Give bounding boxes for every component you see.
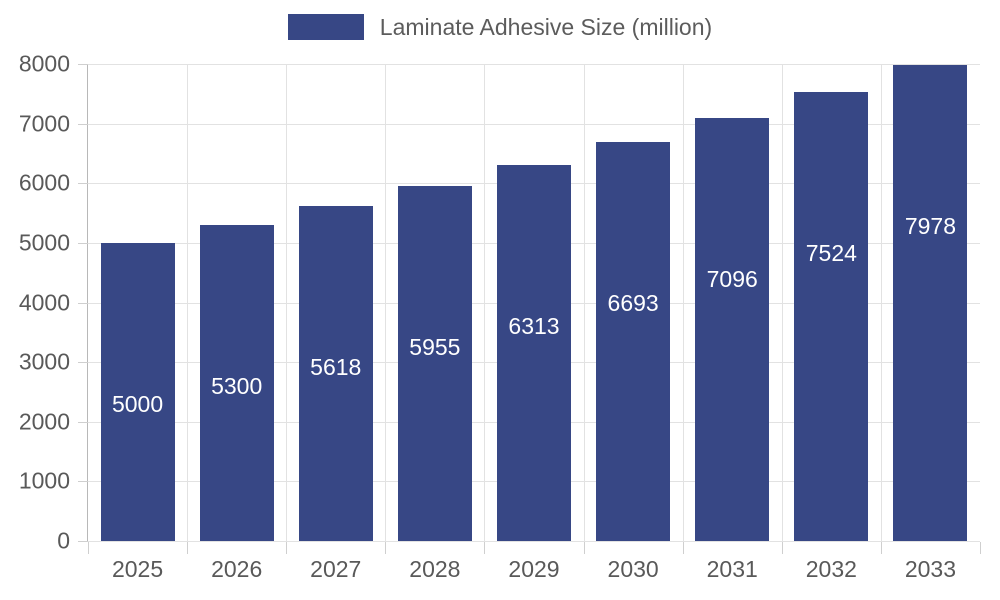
x-tick-label: 2027 <box>310 556 362 582</box>
x-tick-label: 2025 <box>111 556 164 582</box>
x-tick-mark <box>286 542 288 554</box>
bar[interactable] <box>497 164 571 541</box>
gridline-vertical <box>385 64 387 541</box>
y-tick-label: 5000 <box>18 229 70 256</box>
gridline-horizontal <box>88 123 980 125</box>
bar[interactable] <box>100 242 175 541</box>
gridline-vertical <box>484 64 486 541</box>
gridline-vertical <box>583 64 585 541</box>
y-tick-label: 8000 <box>18 50 70 77</box>
y-tick-label: 1000 <box>18 467 70 494</box>
y-tick-mark <box>78 123 88 125</box>
y-tick-mark <box>78 541 88 542</box>
bar-value-label: 5300 <box>211 372 263 399</box>
bar-value-label: 6693 <box>607 289 659 316</box>
x-tick-label: 2033 <box>904 556 957 582</box>
x-tick-mark <box>781 542 783 554</box>
gridline-vertical <box>187 64 189 541</box>
x-tick-mark <box>682 542 684 554</box>
y-tick-mark <box>78 64 88 65</box>
chart-legend: Laminate Adhesive Size (million) <box>0 0 1000 54</box>
gridline-horizontal <box>88 541 980 542</box>
bar[interactable] <box>893 65 968 541</box>
gridline-horizontal <box>88 64 980 65</box>
bar-value-label: 7978 <box>904 213 957 240</box>
bar-value-label: 7524 <box>805 240 857 267</box>
gridline-vertical <box>682 64 684 541</box>
y-tick-label: 0 <box>57 527 70 554</box>
y-tick-mark <box>78 302 88 304</box>
y-tick-label: 6000 <box>18 169 70 196</box>
y-tick-mark <box>78 183 88 185</box>
y-tick-mark <box>78 362 88 364</box>
gridline-vertical <box>781 64 783 541</box>
legend-item-label: Laminate Adhesive Size (million) <box>379 13 713 40</box>
x-tick-mark <box>88 542 89 554</box>
x-tick-mark <box>980 542 981 554</box>
x-tick-mark <box>880 542 882 554</box>
x-tick-mark <box>187 542 189 554</box>
y-tick-mark <box>78 242 88 244</box>
gridline-vertical <box>880 64 882 541</box>
bar[interactable] <box>397 185 472 541</box>
x-tick-label: 2026 <box>211 556 263 582</box>
bar[interactable] <box>596 141 671 541</box>
bar[interactable] <box>298 206 373 541</box>
bar[interactable] <box>199 224 274 541</box>
bar-value-label: 5000 <box>111 390 164 417</box>
bar-value-label: 5955 <box>409 333 461 360</box>
y-tick-label: 3000 <box>18 348 70 375</box>
x-tick-mark <box>484 542 486 554</box>
y-tick-label: 4000 <box>18 289 70 315</box>
y-tick-label: 2000 <box>18 408 70 435</box>
bar[interactable] <box>695 117 770 541</box>
gridline-vertical <box>286 64 288 541</box>
x-tick-label: 2030 <box>607 556 659 582</box>
x-tick-label: 2028 <box>409 556 461 582</box>
y-tick-label: 7000 <box>18 110 70 137</box>
bar-value-label: 5618 <box>310 354 362 381</box>
bar-value-label: 6313 <box>508 312 560 339</box>
legend-item-laminate-adhesive-size[interactable]: Laminate Adhesive Size (million) <box>287 13 713 40</box>
y-tick-mark <box>78 481 88 483</box>
x-tick-label: 2031 <box>706 556 758 582</box>
x-tick-mark <box>583 542 585 554</box>
x-tick-mark <box>385 542 387 554</box>
y-tick-mark <box>78 421 88 423</box>
x-tick-label: 2032 <box>805 556 857 582</box>
bar[interactable] <box>794 92 869 541</box>
bar-value-label: 7096 <box>706 265 758 292</box>
x-tick-label: 2029 <box>508 556 560 582</box>
legend-swatch-icon <box>287 14 364 40</box>
